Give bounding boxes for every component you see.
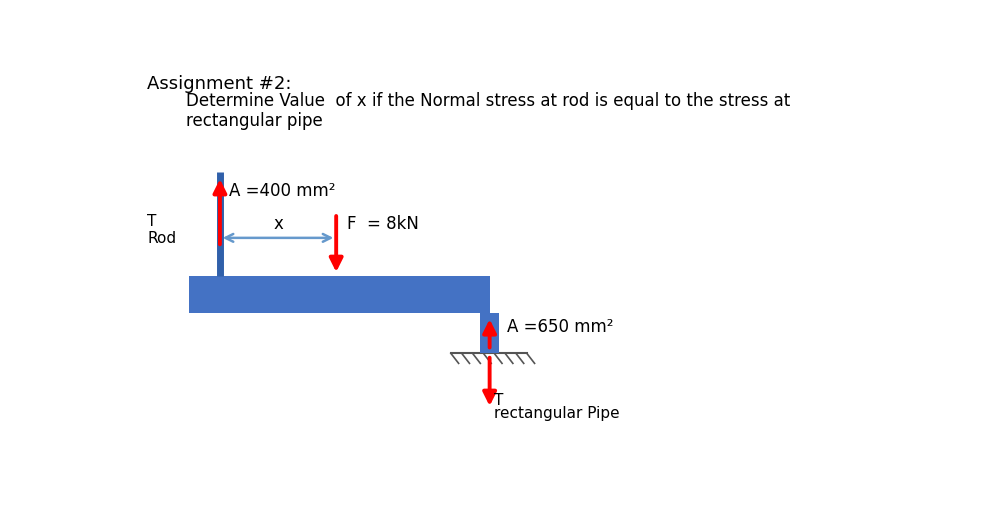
Text: T: T [147, 214, 156, 229]
Text: Assignment #2:: Assignment #2: [147, 74, 292, 93]
Text: Determine Value  of x if the Normal stress at rod is equal to the stress at
rect: Determine Value of x if the Normal stres… [185, 92, 790, 130]
Text: T: T [494, 393, 503, 409]
Bar [188, 276, 489, 313]
Text: A =400 mm²: A =400 mm² [229, 182, 336, 201]
Text: F  = 8kN: F = 8kN [347, 215, 419, 233]
Text: A =650 mm²: A =650 mm² [506, 318, 612, 336]
Bar [480, 313, 498, 353]
Text: x: x [273, 215, 283, 233]
Text: rectangular Pipe: rectangular Pipe [494, 406, 619, 421]
Text: Rod: Rod [147, 230, 176, 246]
